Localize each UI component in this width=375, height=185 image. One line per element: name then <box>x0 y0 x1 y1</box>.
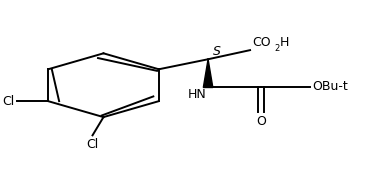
Text: Cl: Cl <box>3 95 15 108</box>
Text: 2: 2 <box>274 43 280 53</box>
Text: H: H <box>280 36 290 49</box>
Text: O: O <box>256 115 266 128</box>
Text: HN: HN <box>188 88 206 101</box>
Text: OBu-t: OBu-t <box>312 80 348 93</box>
Text: S: S <box>213 45 220 58</box>
Text: CO: CO <box>252 36 270 49</box>
Text: Cl: Cl <box>86 137 99 151</box>
Polygon shape <box>203 59 213 88</box>
